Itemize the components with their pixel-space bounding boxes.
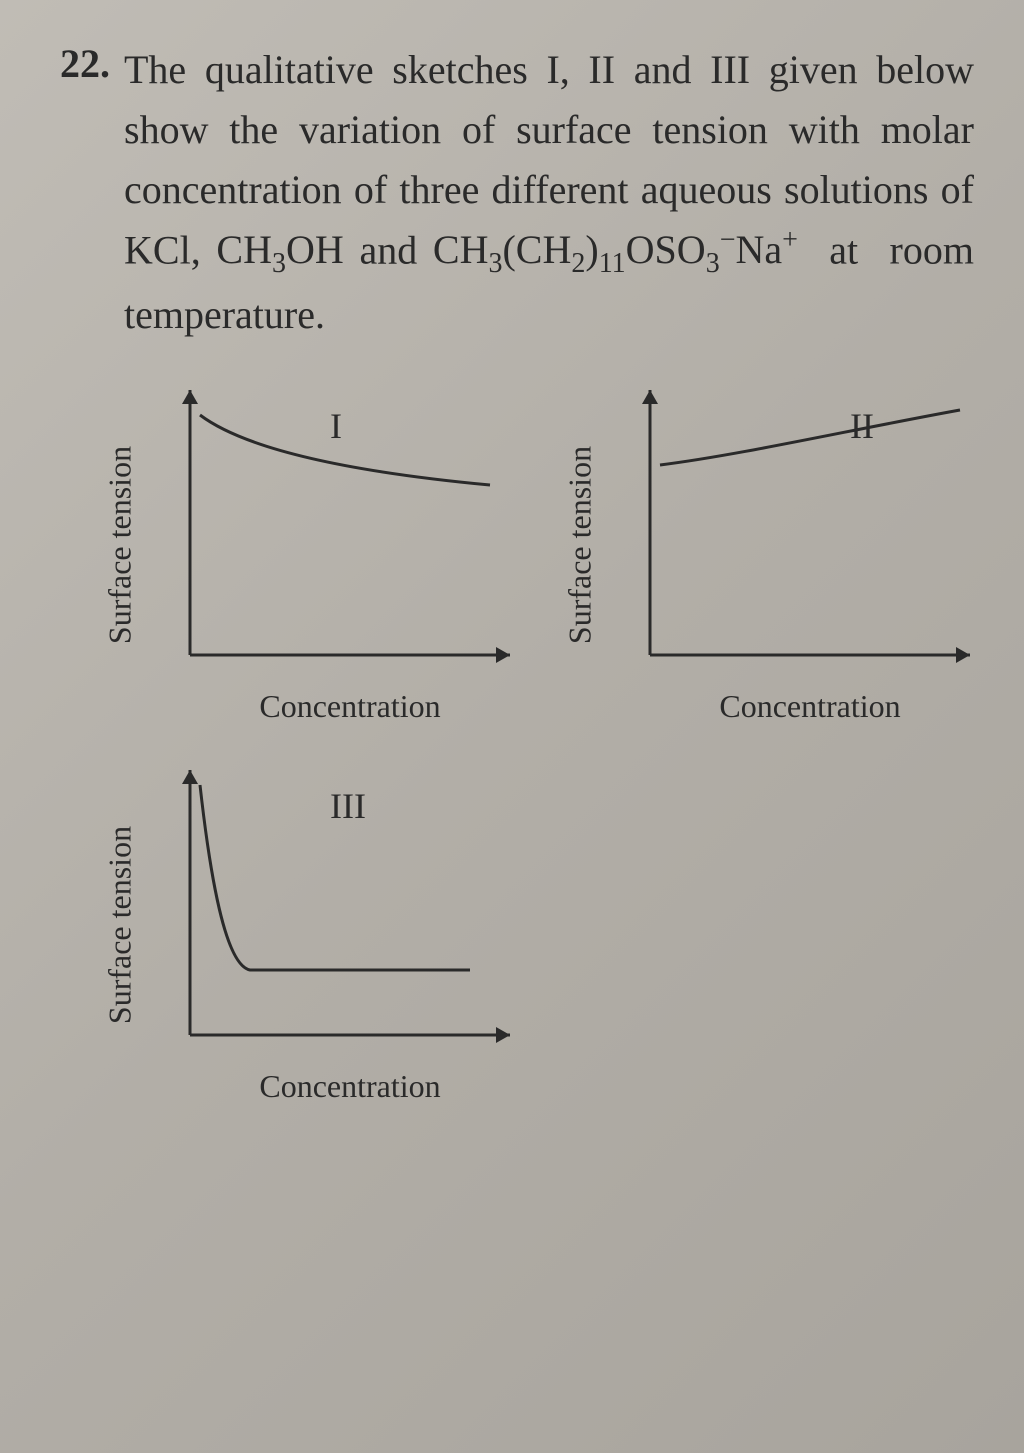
sketch-label-II: II: [850, 405, 874, 447]
question-number: 22.: [60, 40, 110, 87]
figure-row-2: Surface tension Concentration III: [130, 755, 1010, 1095]
compound-kcl: KCl: [124, 227, 191, 272]
y-axis-arrow: [182, 770, 198, 784]
figure-row-1: Surface tension Concentration I Surface …: [130, 375, 1010, 715]
sketch-label-I: I: [330, 405, 342, 447]
y-axis-arrow: [182, 390, 198, 404]
sketch-II-svg: [590, 375, 990, 715]
x-axis-arrow: [496, 647, 510, 663]
page: 22. The qualitative sketches I, II and I…: [0, 0, 1024, 1453]
x-axis-arrow: [496, 1027, 510, 1043]
y-axis-label: Surface tension: [562, 446, 599, 644]
question-text: The qualitative sketches I, II and III g…: [124, 40, 974, 345]
sketch-I: Surface tension Concentration I: [130, 375, 530, 715]
curve-I: [200, 415, 490, 485]
x-axis-arrow: [956, 647, 970, 663]
compound-sds: CH3(CH2)11OSO3−Na+: [433, 227, 798, 272]
question-block: 22. The qualitative sketches I, II and I…: [60, 40, 974, 345]
x-axis-label: Concentration: [719, 688, 900, 725]
sketch-label-III: III: [330, 785, 366, 827]
sketch-II: Surface tension Concentration II: [590, 375, 990, 715]
y-axis-label: Surface tension: [102, 826, 139, 1024]
sketch-III: Surface tension Concentration III: [130, 755, 530, 1095]
curve-II: [660, 410, 960, 465]
y-axis-arrow: [642, 390, 658, 404]
compound-ch3oh: CH3OH: [216, 227, 343, 272]
y-axis-label: Surface tension: [102, 446, 139, 644]
x-axis-label: Concentration: [259, 1068, 440, 1105]
x-axis-label: Concentration: [259, 688, 440, 725]
figures-container: Surface tension Concentration I Surface …: [130, 375, 1010, 1095]
